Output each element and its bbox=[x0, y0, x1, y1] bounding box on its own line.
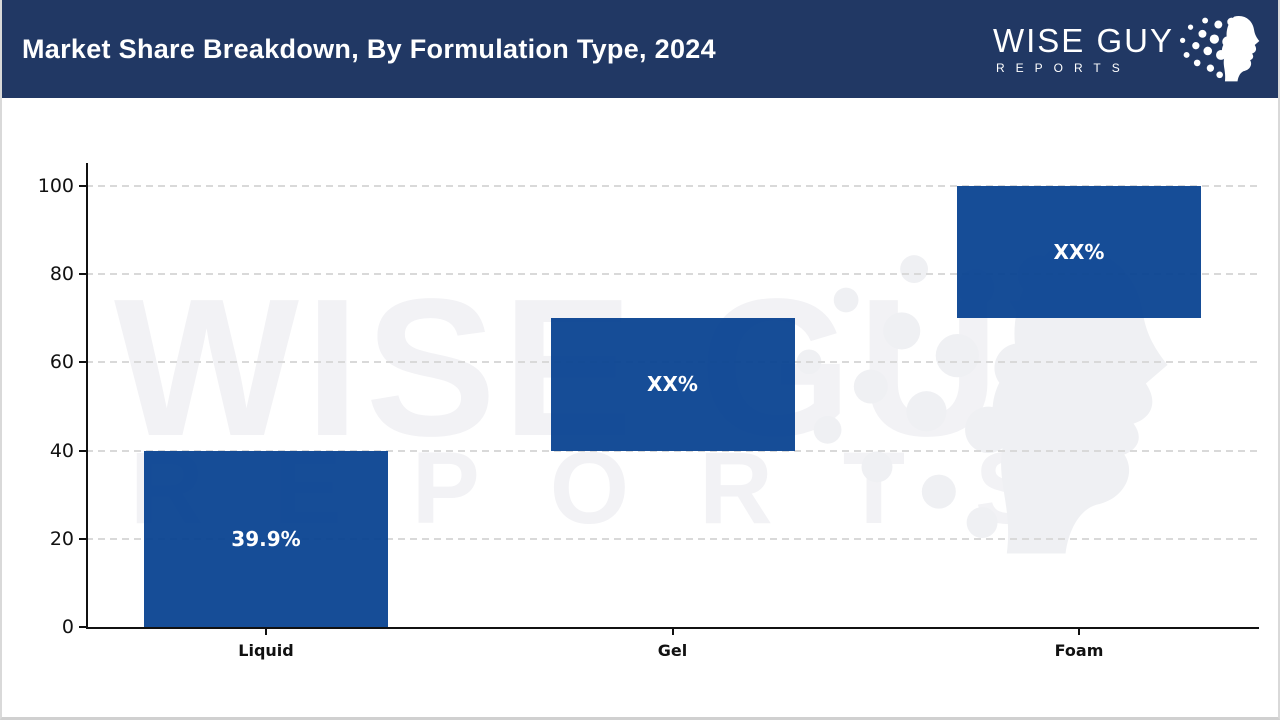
gridline bbox=[86, 449, 1259, 452]
brand-subname: REPORTS bbox=[995, 60, 1131, 75]
y-tick-mark bbox=[79, 626, 86, 628]
brand-name: WISE GUY bbox=[992, 21, 1174, 59]
y-tick-mark bbox=[79, 185, 86, 187]
x-tick-label-liquid: Liquid bbox=[238, 641, 294, 660]
y-tick-mark bbox=[79, 361, 86, 364]
y-tick-label: 80 bbox=[49, 263, 74, 286]
x-tick-label-gel: Gel bbox=[657, 641, 688, 660]
y-tick-label: 20 bbox=[49, 527, 74, 550]
y-axis-line bbox=[86, 163, 88, 629]
x-tick-label-foam: Foam bbox=[1054, 641, 1104, 660]
brand-logo: WISE GUY REPORTS bbox=[993, 12, 1262, 86]
y-tick-mark bbox=[79, 273, 86, 276]
brand-logo-text: WISE GUY REPORTS bbox=[992, 21, 1174, 75]
x-axis-line bbox=[86, 627, 1259, 629]
gridline bbox=[86, 537, 1259, 540]
y-tick-label: 0 bbox=[61, 616, 74, 638]
brand-face-icon bbox=[1176, 12, 1262, 86]
y-tick-mark bbox=[79, 449, 86, 452]
y-tick-label: 60 bbox=[49, 351, 74, 374]
page-title: Market Share Breakdown, By Formulation T… bbox=[22, 33, 716, 64]
bar-gel bbox=[550, 318, 795, 451]
x-tick-mark bbox=[265, 629, 267, 635]
bar-value-label: XX% bbox=[1053, 240, 1105, 265]
gridline bbox=[86, 185, 1259, 187]
bar-liquid bbox=[144, 451, 388, 627]
gridline bbox=[86, 273, 1259, 276]
x-tick-mark bbox=[1078, 629, 1080, 635]
y-tick-label: 40 bbox=[49, 439, 74, 462]
bar-foam bbox=[957, 186, 1201, 319]
y-tick-mark bbox=[79, 537, 86, 540]
x-tick-mark bbox=[671, 629, 674, 635]
bar-value-label: XX% bbox=[647, 372, 698, 397]
y-tick-label: 100 bbox=[37, 175, 74, 197]
bar-value-label: 39.9% bbox=[231, 527, 301, 551]
header-band: Market Share Breakdown, By Formulation T… bbox=[2, 0, 1278, 98]
